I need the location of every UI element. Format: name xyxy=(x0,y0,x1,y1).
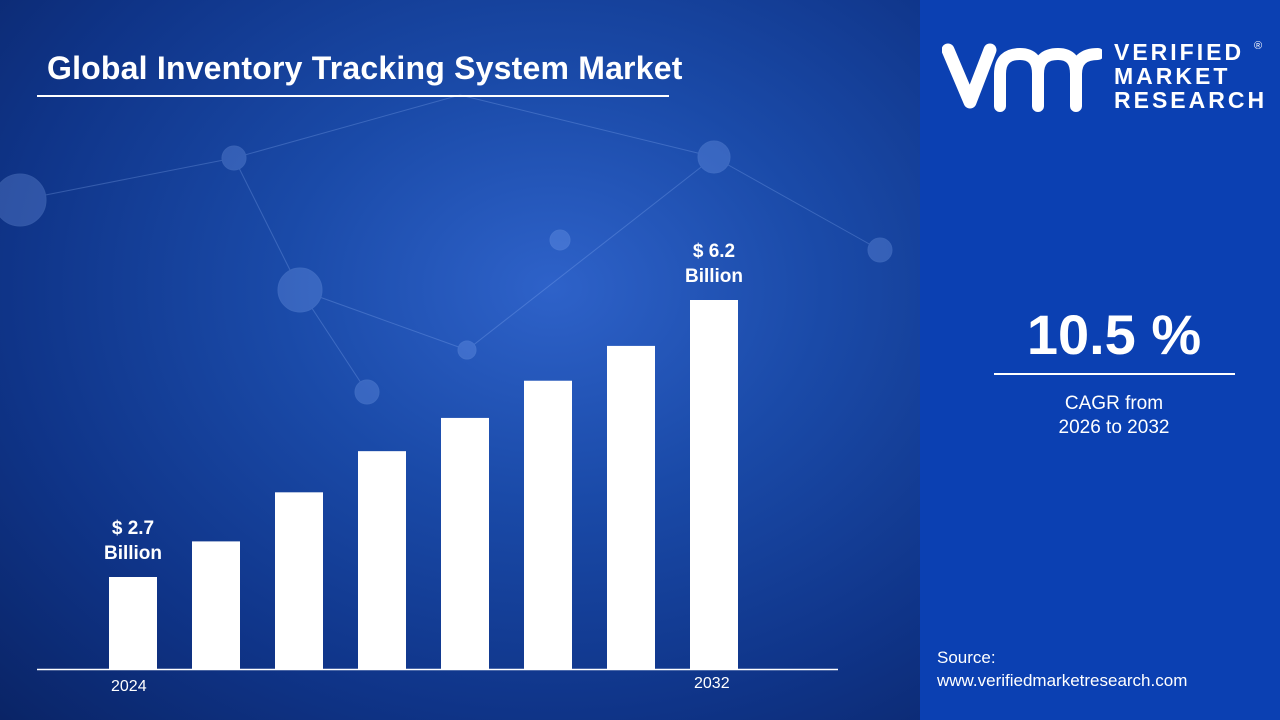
bar-year-2 xyxy=(192,541,240,669)
data-label-last: $ 6.2 Billion xyxy=(684,241,744,287)
bar-year-7 xyxy=(607,345,655,669)
cagr-divider xyxy=(994,373,1235,375)
source-link[interactable]: www.verifiedmarketresearch.com xyxy=(937,671,1188,690)
cagr-label: CAGR from 2026 to 2032 xyxy=(1058,393,1170,438)
data-label-first: $ 2.7 Billion xyxy=(103,518,163,564)
cagr-value: 10.5 % xyxy=(1026,303,1202,366)
chart-title: Global Inventory Tracking System Market xyxy=(47,50,683,86)
vmr-logo-mark xyxy=(942,43,1102,112)
bar-year-6 xyxy=(524,380,572,669)
summary-panel xyxy=(920,0,1280,720)
bar-year-3 xyxy=(275,492,323,669)
bar-chart xyxy=(37,300,838,671)
bar-year-4 xyxy=(358,451,406,669)
x-tick-label-last: 2032 xyxy=(694,675,730,692)
bar-2032 xyxy=(690,300,738,669)
bar-year-5 xyxy=(441,417,489,669)
title-underline xyxy=(37,95,669,97)
bar-2024 xyxy=(109,577,157,669)
source-note: Source: www.verifiedmarketresearch.com xyxy=(937,648,1188,690)
network-decoration xyxy=(0,94,893,405)
registered-mark: ® xyxy=(1254,40,1263,52)
x-tick-label-first: 2024 xyxy=(111,678,147,695)
vmr-logo-text: VERIFIED MARKET RESEARCH xyxy=(1114,39,1268,113)
